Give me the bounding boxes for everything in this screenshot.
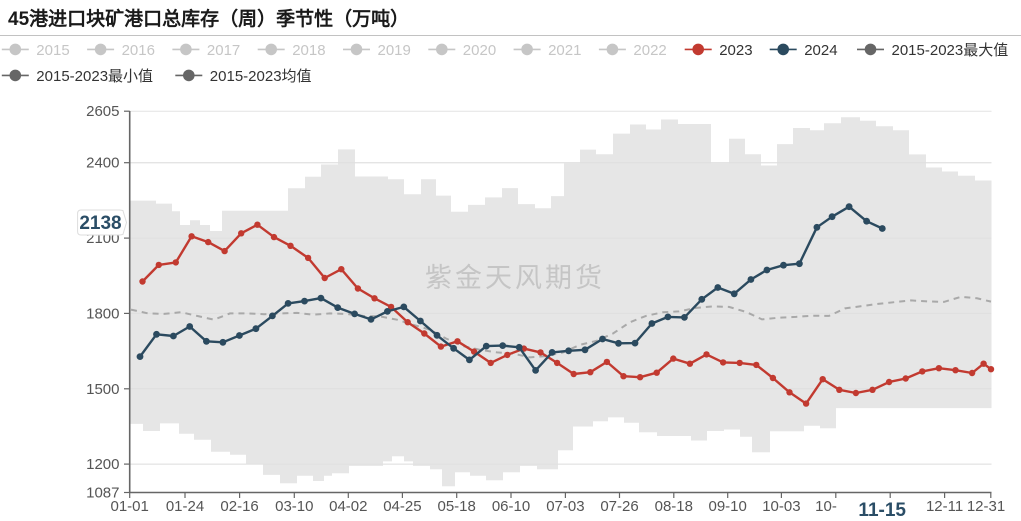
- svg-text:2015: 2015: [36, 42, 69, 59]
- svg-text:2021: 2021: [548, 42, 581, 59]
- svg-text:2016: 2016: [122, 42, 155, 59]
- svg-text:10-03: 10-03: [762, 498, 800, 515]
- svg-text:1200: 1200: [86, 456, 119, 473]
- svg-text:2022: 2022: [633, 42, 666, 59]
- svg-text:2017: 2017: [207, 42, 240, 59]
- svg-text:2138: 2138: [79, 213, 121, 234]
- svg-text:12-11: 12-11: [926, 498, 963, 515]
- svg-text:2400: 2400: [86, 155, 119, 172]
- svg-text:04-02: 04-02: [329, 498, 367, 515]
- svg-text:04-25: 04-25: [383, 498, 421, 515]
- svg-text:12-31: 12-31: [967, 498, 1005, 515]
- svg-text:2018: 2018: [292, 42, 325, 59]
- svg-text:10-: 10-: [815, 498, 837, 515]
- svg-text:2015-2023均值: 2015-2023均值: [210, 68, 312, 85]
- svg-text:2015-2023最小值: 2015-2023最小值: [36, 68, 153, 85]
- svg-text:2019: 2019: [378, 42, 411, 59]
- svg-text:05-18: 05-18: [438, 498, 476, 515]
- svg-text:紫金天风期货: 紫金天风期货: [425, 263, 605, 293]
- svg-text:01-01: 01-01: [111, 498, 149, 515]
- svg-text:1087: 1087: [86, 485, 119, 502]
- svg-text:2024: 2024: [804, 42, 837, 59]
- svg-text:11-15: 11-15: [858, 500, 906, 521]
- svg-text:2605: 2605: [86, 103, 119, 120]
- svg-text:2020: 2020: [463, 42, 496, 59]
- svg-text:01-24: 01-24: [166, 498, 204, 515]
- svg-text:2023: 2023: [719, 42, 752, 59]
- svg-text:02-16: 02-16: [220, 498, 258, 515]
- svg-text:03-10: 03-10: [275, 498, 313, 515]
- svg-text:07-03: 07-03: [546, 498, 584, 515]
- svg-text:06-10: 06-10: [492, 498, 530, 515]
- svg-text:07-26: 07-26: [600, 498, 638, 515]
- svg-text:1500: 1500: [86, 381, 119, 398]
- svg-text:1800: 1800: [86, 305, 119, 322]
- svg-text:2015-2023最大值: 2015-2023最大值: [892, 42, 1009, 59]
- svg-text:09-10: 09-10: [709, 498, 747, 515]
- svg-text:08-18: 08-18: [655, 498, 693, 515]
